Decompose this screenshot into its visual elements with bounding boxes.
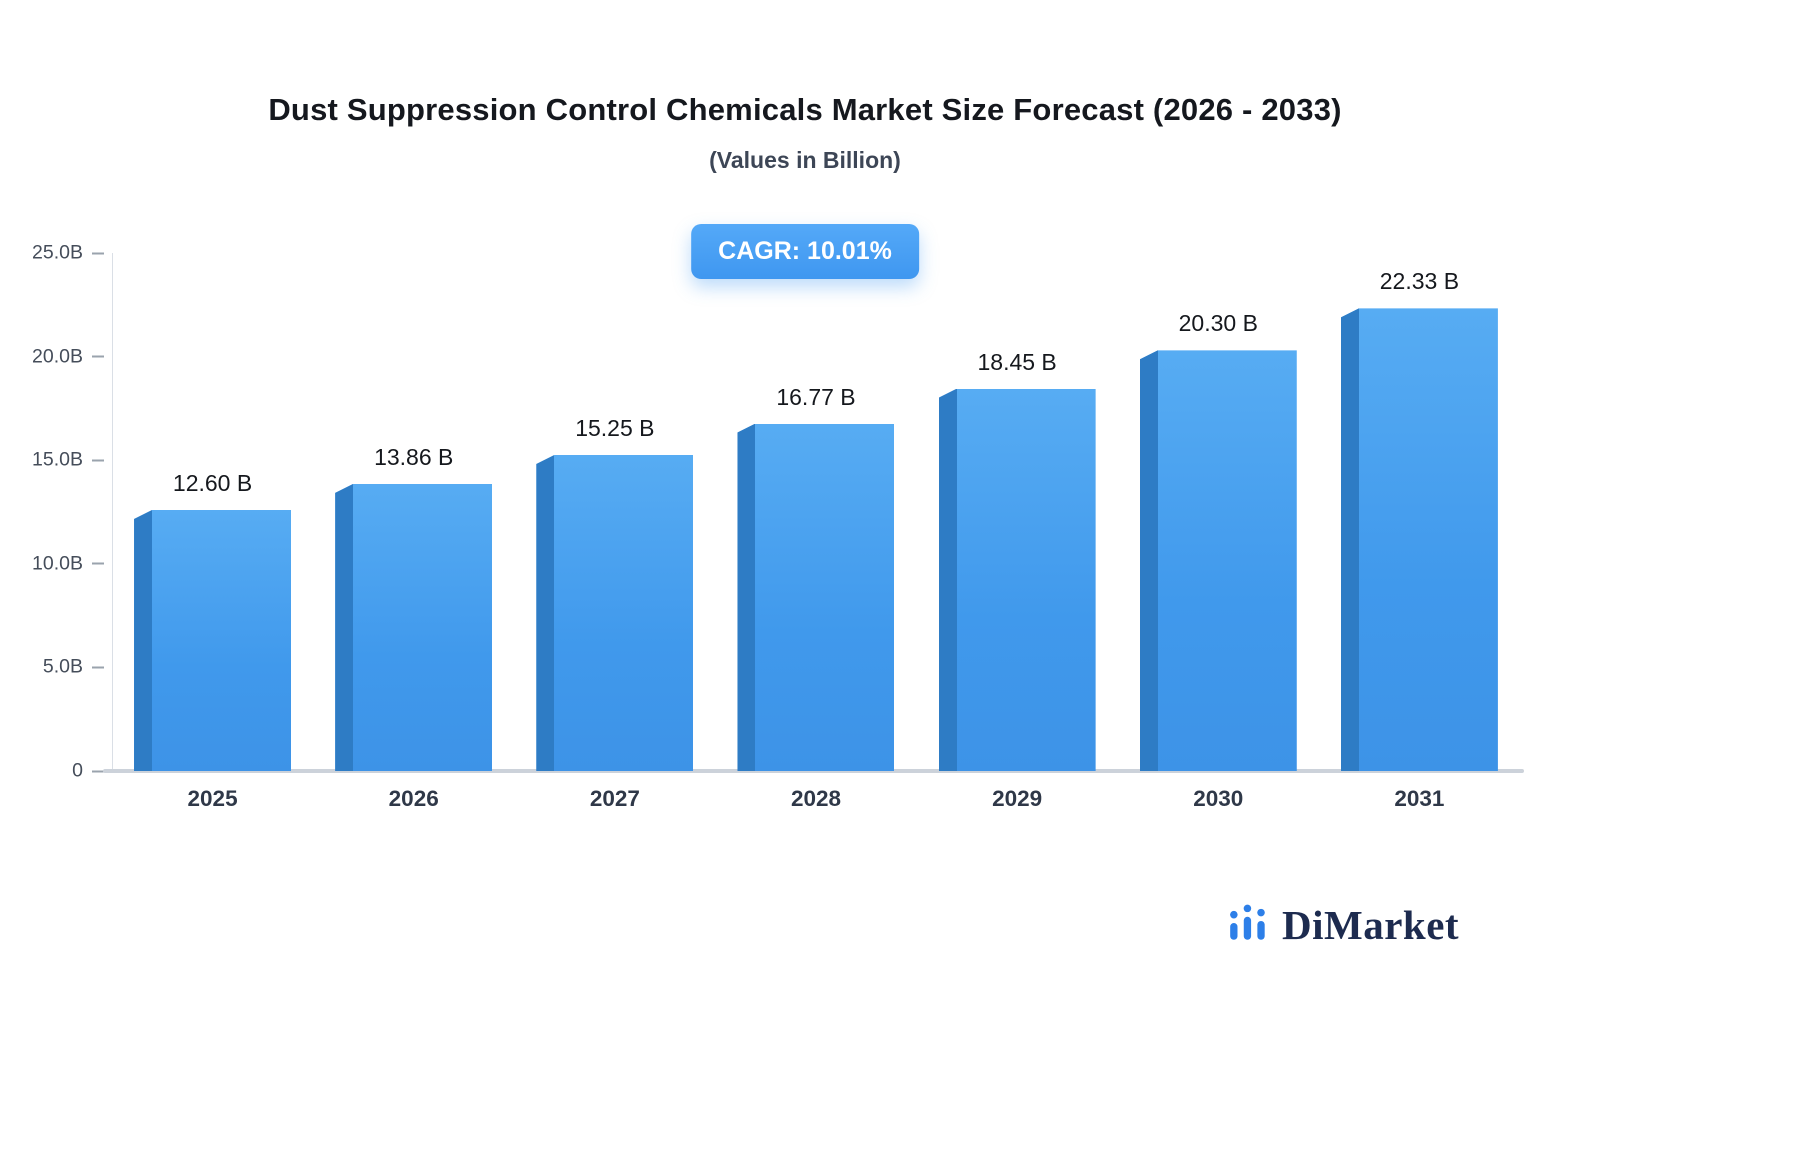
bar-value-label: 13.86 B (374, 443, 454, 470)
bar-2028 (737, 423, 895, 771)
y-tick-mark (92, 666, 104, 669)
brand-name: DiMarket (1282, 901, 1460, 948)
cagr-badge: CAGR: 10.01% (691, 224, 919, 279)
y-tick-10.0B: 10.0B (32, 552, 104, 575)
y-tick-mark (92, 562, 104, 565)
x-label-2026: 2026 (388, 786, 439, 811)
y-tick-mark (92, 355, 104, 358)
y-tick-label: 5.0B (42, 655, 83, 678)
y-axis-line (112, 253, 113, 771)
bar-2030 (1139, 350, 1297, 771)
chart-title: Dust Suppression Control Chemicals Marke… (268, 92, 1342, 127)
y-tick-15.0B: 15.0B (32, 449, 104, 472)
bar-chart-logo-icon (1226, 899, 1272, 950)
bar-slot-2029: 18.45 B (917, 253, 1118, 771)
bar-slot-2027: 15.25 B (514, 253, 715, 771)
y-tick-mark (92, 459, 104, 462)
bar-2025 (134, 509, 292, 771)
bar-slot-2026: 13.86 B (313, 253, 514, 771)
bar-value-label: 20.30 B (1178, 310, 1258, 337)
y-tick-mark (92, 770, 104, 772)
bar-value-label: 12.60 B (172, 469, 253, 496)
y-tick-label: 25.0B (32, 241, 83, 264)
y-tick-label: 0 (72, 759, 83, 782)
bar-slot-2028: 16.77 B (715, 253, 916, 771)
bar-2027 (536, 455, 694, 771)
brand-logo: DiMarket (1226, 899, 1459, 950)
y-tick-20.0B: 20.0B (32, 345, 104, 368)
x-label-2029: 2029 (992, 786, 1043, 811)
y-tick-0: 0 (72, 760, 104, 783)
bar-slot-2030: 20.30 B (1118, 253, 1319, 771)
x-label-2031: 2031 (1394, 786, 1445, 811)
x-axis-line (103, 769, 1524, 773)
bar-2031 (1340, 308, 1498, 771)
bar-2029 (938, 388, 1096, 771)
x-axis-labels: 2025 2026 2027 2028 2029 2030 2031 (112, 786, 1520, 812)
y-tick-5.0B: 5.0B (43, 656, 104, 679)
bar-slot-2031: 22.33 B (1319, 253, 1520, 771)
y-axis: 25.0B 20.0B 15.0B 10.0B 5.0B 0 (14, 242, 104, 782)
x-label-2030: 2030 (1193, 786, 1244, 811)
plot-area: 12.60 B 13.86 B 15.25 B 16.77 B 18.45 B 20.30… (103, 253, 1524, 773)
bars: 12.60 B 13.86 B 15.25 B 16.77 B 18.45 B 20.30… (112, 253, 1520, 771)
x-label-2025: 2025 (187, 786, 238, 811)
y-tick-label: 15.0B (32, 448, 83, 471)
y-tick-label: 10.0B (32, 552, 83, 575)
y-tick-mark (92, 252, 104, 254)
bar-value-label: 16.77 B (776, 383, 856, 410)
bar-value-label: 15.25 B (575, 415, 655, 442)
bar-value-label: 18.45 B (977, 348, 1057, 375)
y-tick-25.0B: 25.0B (32, 242, 104, 265)
chart-canvas: Dust Suppression Control Chemicals Marke… (14, 92, 1524, 812)
chart-subtitle: (Values in Billion) (709, 147, 901, 173)
bar-slot-2025: 12.60 B (112, 253, 313, 771)
x-label-2027: 2027 (589, 786, 640, 811)
y-tick-label: 20.0B (32, 345, 83, 368)
x-label-2028: 2028 (790, 786, 842, 811)
bar-value-label: 22.33 B (1379, 268, 1460, 295)
bar-2026 (335, 483, 493, 771)
